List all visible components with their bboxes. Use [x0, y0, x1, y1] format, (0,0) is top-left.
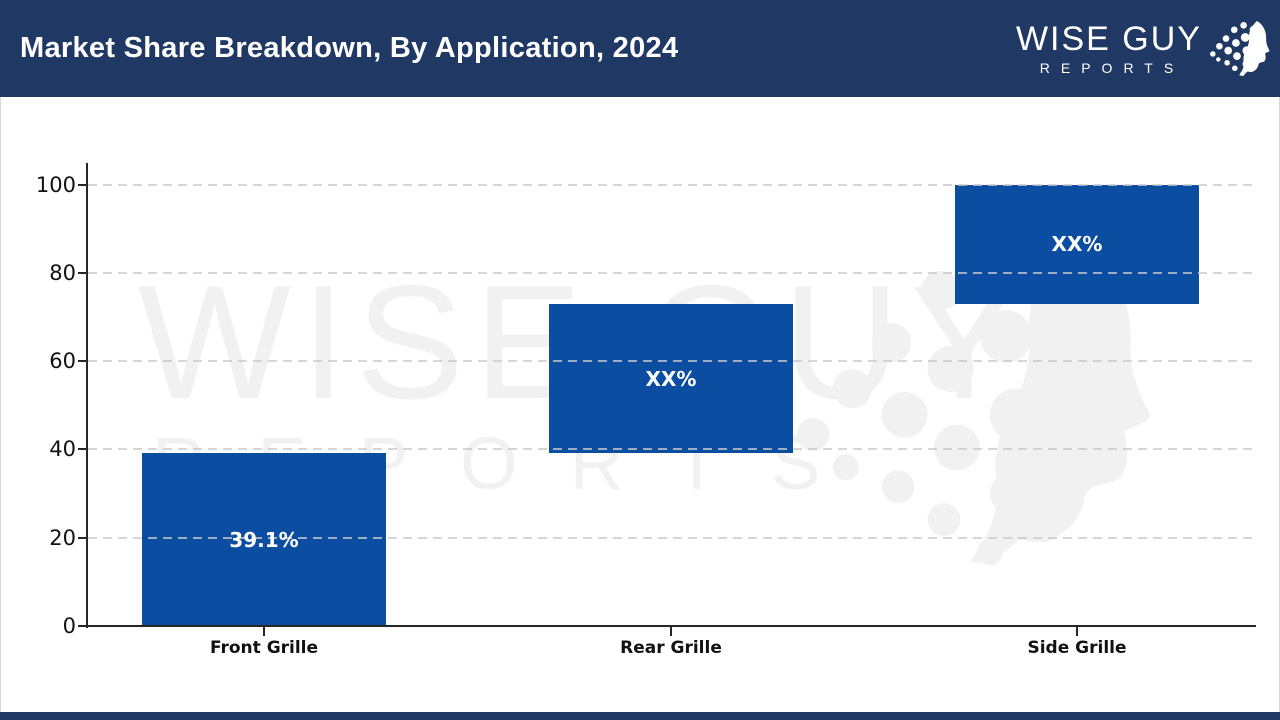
y-axis-tick-label: 40 — [49, 437, 76, 462]
y-axis-line — [86, 162, 88, 628]
gridline — [88, 536, 1256, 539]
logo-text: WISE GUY REPORTS — [1016, 22, 1202, 76]
chart-title: Market Share Breakdown, By Application, … — [20, 32, 679, 64]
bar-side-grille — [955, 184, 1199, 304]
gridline — [88, 271, 1256, 274]
gridline — [88, 448, 1256, 451]
bar-front-grille — [142, 453, 386, 626]
wiseguy-logo: WISE GUY REPORTS — [1016, 9, 1270, 89]
y-axis-tick-mark — [78, 271, 87, 274]
y-axis-tick-label: 100 — [35, 172, 76, 197]
chart-area: WISE GUY REPORTS 0 20 40 60 80 100 39.1% Front … — [0, 97, 1280, 712]
bar-rear-grille — [549, 303, 793, 454]
x-axis-category-label: Front Grille — [209, 638, 319, 658]
y-axis-tick-label: 60 — [49, 349, 76, 374]
x-axis-category-label: Side Grille — [1027, 638, 1127, 658]
y-axis-tick-mark — [78, 536, 87, 539]
logo-subtitle: REPORTS — [1039, 59, 1185, 76]
y-axis-tick-mark — [78, 625, 87, 627]
y-axis-tick-mark — [78, 183, 87, 186]
y-axis-tick-label: 0 — [62, 614, 76, 638]
y-axis-tick-mark — [78, 448, 87, 451]
x-axis-category-label: Rear Grille — [620, 638, 722, 658]
x-axis-tick-mark — [1076, 627, 1078, 636]
header-bar: Market Share Breakdown, By Application, … — [0, 0, 1280, 97]
wiseguy-head-icon — [1210, 20, 1270, 76]
logo-wordmark: WISE GUY — [1015, 19, 1202, 58]
y-axis-tick-label: 20 — [49, 525, 76, 550]
x-axis-tick-mark — [670, 627, 672, 636]
gridline — [88, 360, 1256, 363]
y-axis-tick-label: 80 — [49, 260, 76, 285]
y-axis-tick-mark — [78, 360, 87, 363]
footer-bar — [0, 712, 1280, 720]
gridline — [88, 183, 1256, 186]
plot: 0 20 40 60 80 100 39.1% Front Grille XX% Rear Gri… — [0, 97, 1280, 712]
x-axis-tick-mark — [263, 627, 265, 636]
x-axis-line — [86, 625, 1256, 627]
